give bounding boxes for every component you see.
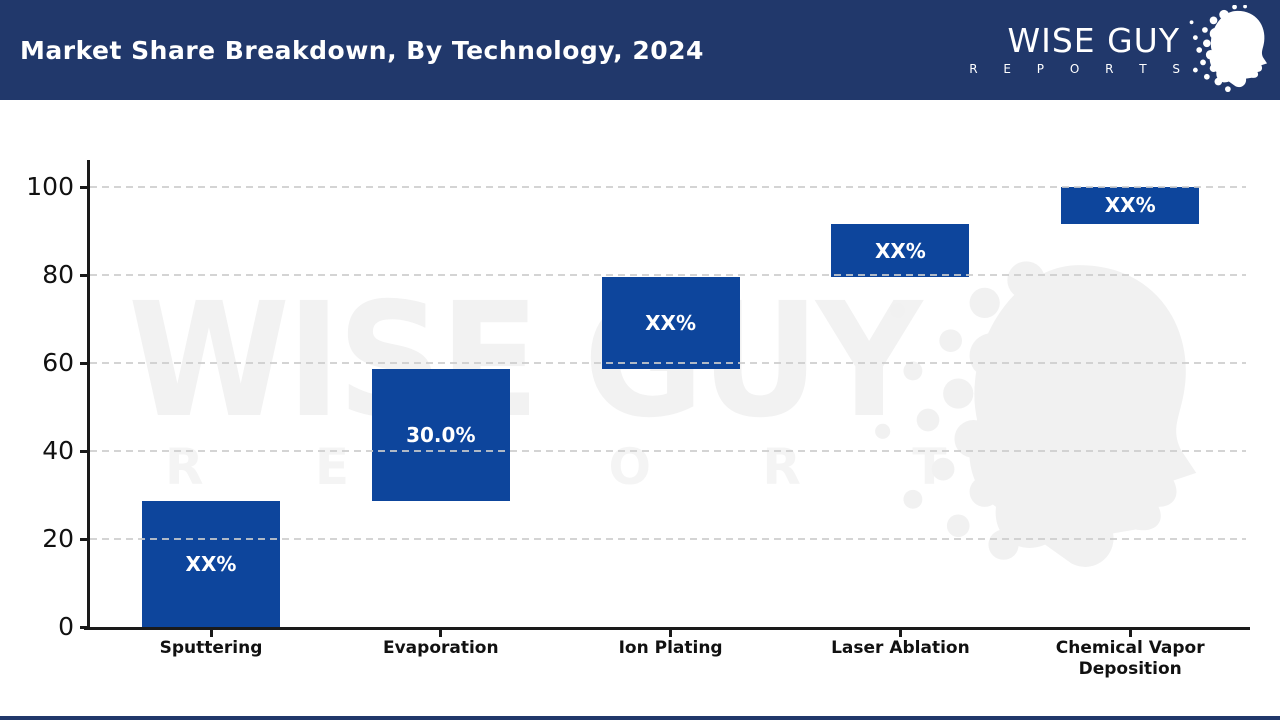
- wise-guy-face-icon: [1189, 5, 1268, 93]
- y-axis-tick-label: 80: [42, 260, 74, 289]
- x-axis-category-label: Sputtering: [159, 638, 263, 658]
- y-axis-tick-label: 100: [26, 172, 74, 201]
- y-axis-tick: [80, 449, 88, 453]
- bar-value-label: XX%: [1104, 193, 1156, 218]
- y-axis-tick-label: 60: [42, 348, 74, 377]
- gridline: [90, 538, 1246, 540]
- page-title: Market Share Breakdown, By Technology, 2…: [20, 35, 704, 65]
- gridline: [90, 274, 1246, 276]
- x-axis-tick: [669, 629, 673, 637]
- waterfall-bar: [601, 277, 740, 370]
- y-axis-tick: [80, 185, 88, 189]
- bar-value-label: 30.0%: [406, 423, 476, 448]
- y-axis-tick-label: 40: [42, 436, 74, 465]
- x-axis-category-label: Chemical Vapor Deposition: [1055, 638, 1205, 679]
- y-axis-tick-label: 0: [58, 612, 74, 641]
- header-bar: Market Share Breakdown, By Technology, 2…: [0, 0, 1280, 100]
- y-axis-tick: [80, 537, 88, 541]
- waterfall-bar: [831, 223, 970, 278]
- watermark-text: WISE GUY: [128, 269, 922, 453]
- y-axis-tick-label: 20: [42, 524, 74, 553]
- x-axis-tick: [439, 629, 443, 637]
- x-axis-category-label: Evaporation: [382, 638, 499, 658]
- x-axis-category-label: Laser Ablation: [831, 638, 970, 658]
- waterfall-bar: [1061, 187, 1200, 224]
- waterfall-bar: [371, 369, 510, 502]
- y-axis-line: [87, 160, 90, 630]
- watermark-face-icon: [875, 261, 1197, 567]
- y-axis-tick: [80, 273, 88, 277]
- brand-logo-subtitle: R E P O R T S: [969, 62, 1191, 76]
- x-axis-category-label: Ion Plating: [618, 638, 723, 658]
- x-axis-tick: [898, 629, 902, 637]
- gridline: [90, 186, 1246, 188]
- y-axis-tick: [80, 361, 88, 365]
- x-axis-line: [84, 627, 1250, 630]
- bar-value-label: XX%: [185, 552, 237, 577]
- bar-value-label: XX%: [645, 311, 697, 336]
- y-axis-tick: [80, 625, 88, 629]
- x-axis-tick: [1128, 629, 1132, 637]
- waterfall-bar: [142, 501, 280, 627]
- footer-bar: [0, 716, 1280, 720]
- x-axis-tick: [209, 629, 213, 637]
- brand-logo-name: WISE GUY: [1007, 21, 1180, 60]
- brand-logo: WISE GUY R E P O R T S: [969, 4, 1268, 96]
- chart-area: WISE GUY R E P O R T S 0 20 40 60 80 100 XX% Sp…: [0, 100, 1280, 716]
- bar-value-label: XX%: [874, 238, 926, 263]
- gridline: [90, 362, 1246, 364]
- gridline: [90, 450, 1246, 452]
- brand-logo-text: WISE GUY R E P O R T S: [969, 23, 1180, 77]
